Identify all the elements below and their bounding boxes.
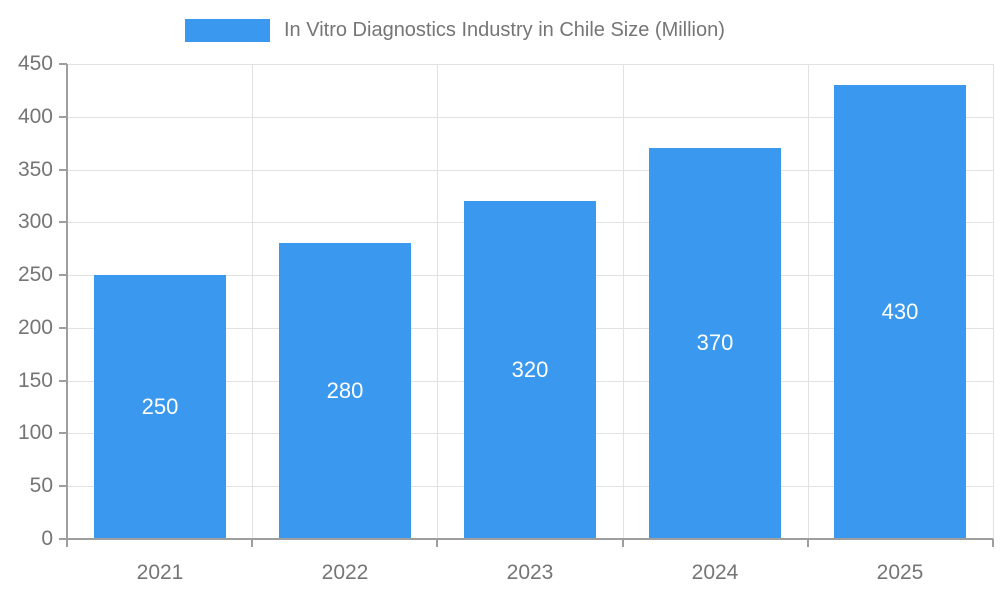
bar[interactable]: 250 xyxy=(94,275,226,538)
x-axis-tick-mark xyxy=(807,539,809,547)
x-axis-line xyxy=(59,538,993,540)
y-axis-tick-label: 250 xyxy=(17,263,53,286)
y-axis-tick-label: 100 xyxy=(17,421,53,444)
y-axis-tick-mark xyxy=(59,221,67,223)
legend-swatch xyxy=(185,19,270,42)
bar-value-label: 430 xyxy=(881,298,919,324)
y-axis-tick-mark xyxy=(59,327,67,329)
y-axis-tick-label: 150 xyxy=(17,369,53,392)
x-axis-tick-mark xyxy=(992,539,994,547)
bar-value-label: 250 xyxy=(141,393,179,419)
horizontal-gridline xyxy=(67,64,993,65)
x-axis-tick-mark xyxy=(622,539,624,547)
vertical-gridline xyxy=(623,64,624,539)
y-axis-tick-label: 0 xyxy=(41,527,53,550)
y-axis-tick-label: 300 xyxy=(17,210,53,233)
x-axis-category-label: 2023 xyxy=(506,561,554,584)
y-axis-tick-label: 50 xyxy=(29,474,53,497)
bar[interactable]: 320 xyxy=(464,201,596,538)
x-axis-tick-mark xyxy=(436,539,438,547)
vertical-gridline xyxy=(437,64,438,539)
x-axis-category-label: 2022 xyxy=(321,561,369,584)
bar-value-label: 370 xyxy=(696,330,734,355)
y-axis-tick-mark xyxy=(59,116,67,118)
horizontal-gridline xyxy=(67,170,993,171)
bar-value-label: 320 xyxy=(511,356,549,382)
vertical-gridline xyxy=(808,64,809,539)
horizontal-gridline xyxy=(67,117,993,118)
vertical-gridline xyxy=(993,64,994,539)
y-axis-tick-mark xyxy=(59,380,67,382)
x-axis-category-label: 2025 xyxy=(876,561,924,584)
legend-label: In Vitro Diagnostics Industry in Chile S… xyxy=(284,19,725,41)
y-axis-tick-mark xyxy=(59,432,67,434)
x-axis-tick-mark xyxy=(251,539,253,547)
y-axis-tick-label: 400 xyxy=(17,105,53,128)
y-axis-tick-mark xyxy=(59,63,67,65)
y-axis-tick-label: 350 xyxy=(17,158,53,181)
x-axis-category-label: 2024 xyxy=(691,561,739,584)
y-axis-line xyxy=(66,64,68,547)
y-axis-tick-label: 450 xyxy=(17,52,53,75)
bar-value-label: 280 xyxy=(326,377,364,403)
x-axis-category-label: 2021 xyxy=(136,561,184,584)
legend[interactable]: In Vitro Diagnostics Industry in Chile S… xyxy=(185,19,725,42)
vertical-gridline xyxy=(252,64,253,539)
y-axis-tick-mark xyxy=(59,485,67,487)
bar[interactable]: 280 xyxy=(279,243,411,538)
bar[interactable]: 370 xyxy=(649,148,781,538)
y-axis-tick-mark xyxy=(59,274,67,276)
y-axis-tick-label: 200 xyxy=(17,316,53,339)
y-axis-tick-mark xyxy=(59,169,67,171)
bar[interactable]: 430 xyxy=(834,85,966,538)
